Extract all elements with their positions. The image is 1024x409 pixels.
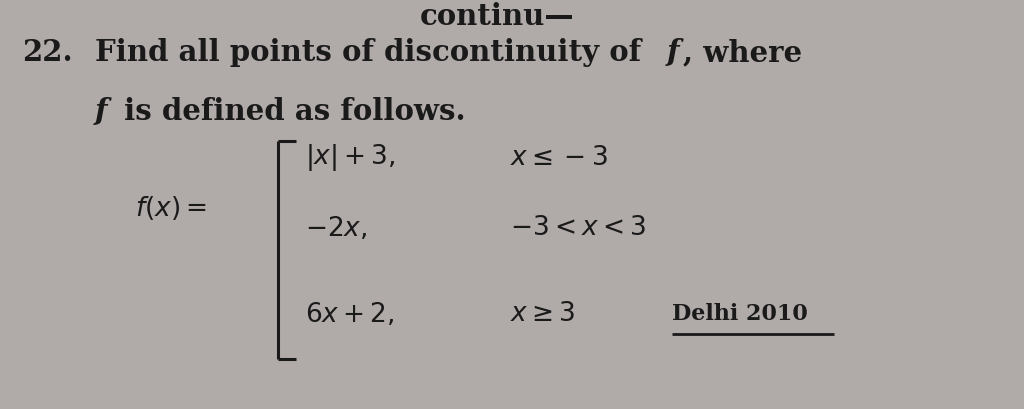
- Text: $-2x,$: $-2x,$: [305, 214, 368, 241]
- Text: $x \leq -3$: $x \leq -3$: [510, 145, 607, 170]
- Text: is defined as follows.: is defined as follows.: [114, 97, 466, 126]
- Text: f: f: [95, 97, 108, 126]
- Text: Delhi 2010: Delhi 2010: [672, 302, 808, 324]
- Text: f: f: [667, 38, 680, 67]
- Text: $f(x) =$: $f(x) =$: [135, 193, 207, 221]
- Text: $x \geq 3$: $x \geq 3$: [510, 301, 575, 326]
- Text: continu—: continu—: [420, 2, 574, 31]
- Text: $|x|+3,$: $|x|+3,$: [305, 142, 395, 173]
- Text: , where: , where: [683, 38, 802, 67]
- Text: Find all points of discontinuity of: Find all points of discontinuity of: [95, 38, 651, 67]
- Text: $6x+2,$: $6x+2,$: [305, 300, 394, 327]
- Text: $-3 < x < 3$: $-3 < x < 3$: [510, 215, 646, 240]
- Text: 22.: 22.: [22, 38, 73, 67]
